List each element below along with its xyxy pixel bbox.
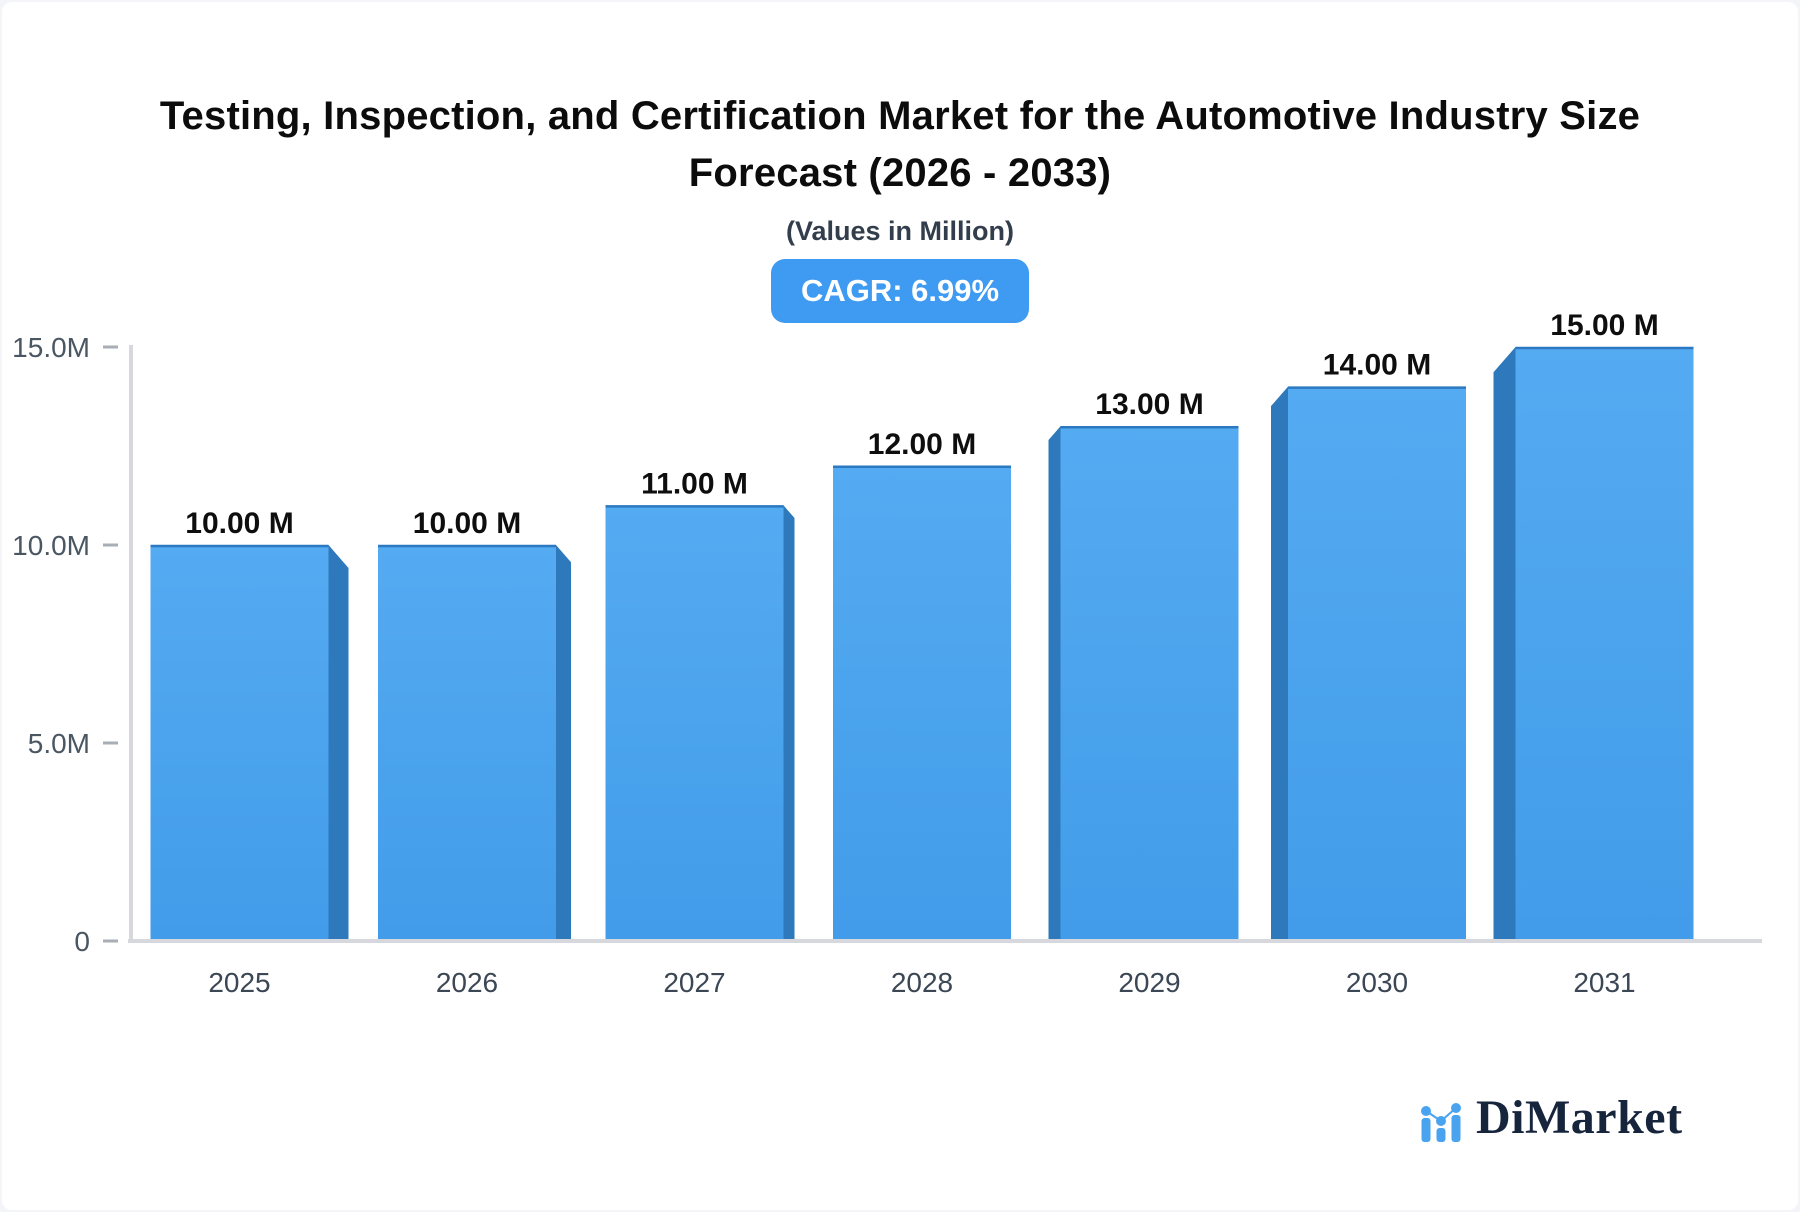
- bar-3d-side: [556, 545, 571, 939]
- chart-title: Testing, Inspection, and Certification M…: [60, 88, 1740, 202]
- bar-value-label: 10.00 M: [413, 507, 521, 540]
- x-category-label: 2030: [1346, 967, 1408, 998]
- x-category-label: 2028: [891, 967, 953, 998]
- bar-2031: [1515, 347, 1694, 939]
- bar-3d-side: [328, 545, 349, 939]
- y-tick-label: 0: [74, 926, 90, 957]
- x-category-label: 2029: [1118, 967, 1180, 998]
- y-tick-label: 5.0M: [28, 728, 90, 759]
- bar-2028: [833, 465, 1011, 939]
- bar-3d-side: [1493, 347, 1516, 939]
- bar-3d-side: [1271, 386, 1288, 940]
- bar-value-label: 15.00 M: [1550, 309, 1658, 342]
- y-tick-label: 15.0M: [12, 332, 90, 363]
- x-category-label: 2026: [436, 967, 498, 998]
- chart-header: Testing, Inspection, and Certification M…: [0, 0, 1800, 323]
- bar-value-label: 14.00 M: [1323, 349, 1431, 382]
- y-axis-line: [129, 345, 133, 943]
- chart-title-line2: Forecast (2026 - 2033): [688, 150, 1112, 195]
- chart-subtitle: (Values in Million): [785, 215, 1015, 246]
- x-category-label: 2031: [1573, 967, 1635, 998]
- bar-chart-with-dots-icon: [1421, 1103, 1461, 1142]
- bar-2025: [150, 545, 329, 939]
- bar-value-label: 13.00 M: [1095, 388, 1203, 421]
- bar-3d-side: [783, 505, 795, 939]
- y-tick-label: 10.0M: [12, 530, 90, 561]
- dimarket-logo-text: DiMarket: [1476, 1091, 1683, 1144]
- dimarket-logo: DiMarket: [1418, 1094, 1683, 1142]
- bar-value-label: 11.00 M: [641, 467, 748, 500]
- x-category-label: 2027: [663, 967, 725, 998]
- cagr-badge: CAGR: 6.99%: [770, 258, 1030, 323]
- bar-2030: [1288, 386, 1466, 940]
- x-axis-line: [128, 939, 1762, 943]
- bar-2026: [378, 545, 556, 939]
- x-category-label: 2025: [208, 967, 270, 998]
- bar-2027: [605, 505, 784, 939]
- bar-2029: [1060, 426, 1239, 939]
- bar-3d-side: [1048, 426, 1061, 939]
- bar-value-label: 12.00 M: [868, 428, 976, 461]
- bar-value-label: 10.00 M: [185, 507, 293, 540]
- chart-title-line1: Testing, Inspection, and Certification M…: [159, 94, 1641, 138]
